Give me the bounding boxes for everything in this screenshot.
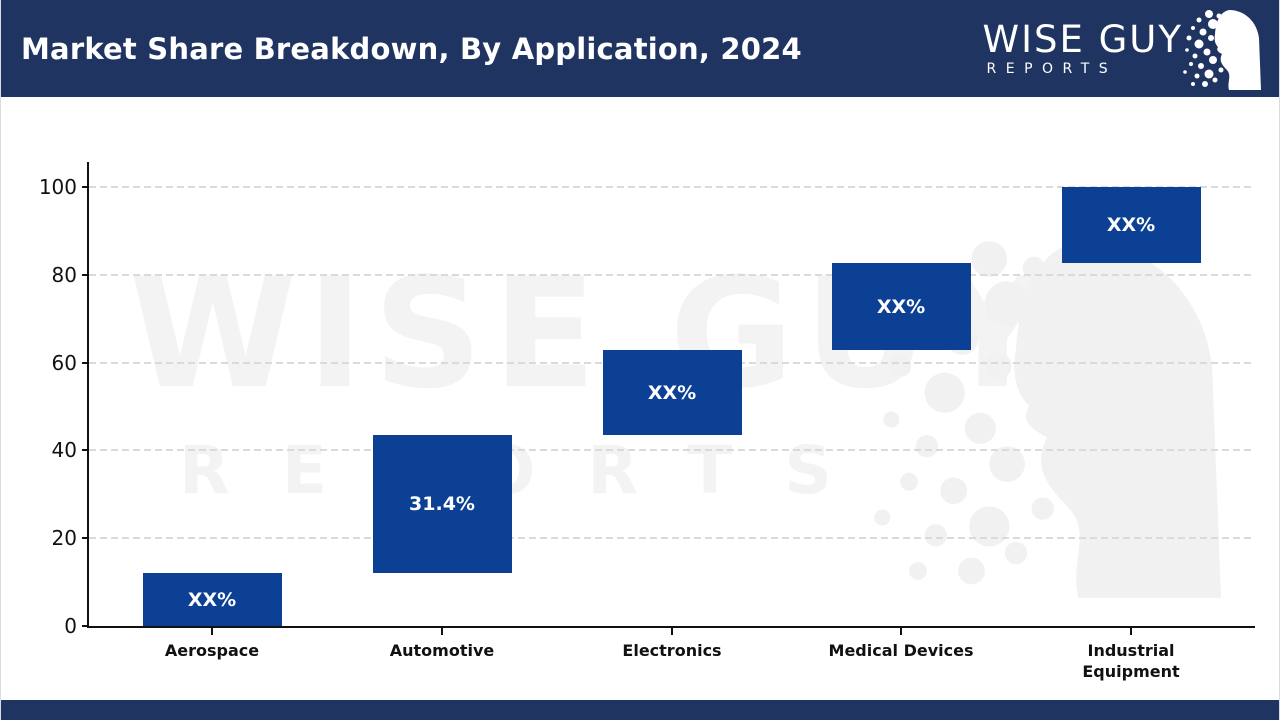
category-label-3: Medical Devices	[828, 641, 974, 660]
y-tick-0	[82, 625, 89, 627]
chart-title: Market Share Breakdown, By Application, …	[21, 31, 802, 66]
y-tick-label-40: 40	[51, 438, 77, 463]
bar-medical-devices: XX%	[831, 262, 971, 351]
bar-value-label: 31.4%	[409, 493, 475, 516]
x-axis-line	[87, 626, 1255, 628]
plot-area: 0 20 40 60 80 100 XX% Aerospace 31.4% Automotive X…	[1, 97, 1279, 700]
x-tick-0	[211, 628, 213, 635]
y-tick-label-20: 20	[51, 526, 77, 551]
x-tick-2	[671, 628, 673, 635]
gridline-80	[89, 273, 1255, 276]
header-bar: Market Share Breakdown, By Application, …	[1, 0, 1279, 97]
x-tick-3	[900, 628, 902, 635]
bar-value-label: XX%	[647, 381, 697, 404]
dotted-face-icon	[1183, 9, 1261, 90]
bar-automotive: 31.4%	[372, 435, 512, 574]
bar-aerospace: XX%	[142, 573, 282, 626]
y-tick-40	[82, 449, 89, 452]
bar-value-label: XX%	[187, 588, 237, 611]
y-tick-label-100: 100	[38, 175, 77, 199]
category-label-2: Electronics	[622, 641, 722, 660]
category-label-4: Industrial Equipment	[1082, 641, 1180, 681]
x-tick-1	[441, 628, 443, 635]
gridline-20	[89, 537, 1255, 540]
y-tick-80	[82, 273, 89, 276]
y-tick-label-80: 80	[51, 262, 77, 287]
y-axis-line	[87, 162, 89, 628]
bar-value-label: XX%	[876, 295, 926, 318]
bar-electronics: XX%	[602, 350, 742, 436]
y-tick-20	[82, 537, 89, 540]
logo-wordmark: WISE GUY	[982, 17, 1183, 61]
y-tick-100	[82, 186, 89, 188]
wise-guy-reports-logo: WISE GUY REPORTS	[983, 6, 1261, 92]
footer-bar	[1, 700, 1279, 720]
category-label-1: Automotive	[389, 641, 495, 660]
y-tick-60	[82, 361, 89, 364]
bar-value-label: XX%	[1106, 213, 1156, 236]
bar-industrial-equipment: XX%	[1061, 187, 1201, 263]
gridline-40	[89, 449, 1255, 452]
y-tick-label-60: 60	[51, 350, 77, 375]
logo-subtitle: REPORTS	[986, 60, 1118, 77]
gridline-100	[89, 186, 1255, 188]
category-label-0: Aerospace	[164, 641, 260, 660]
y-tick-label-0: 0	[64, 614, 77, 638]
x-tick-4	[1130, 628, 1132, 635]
